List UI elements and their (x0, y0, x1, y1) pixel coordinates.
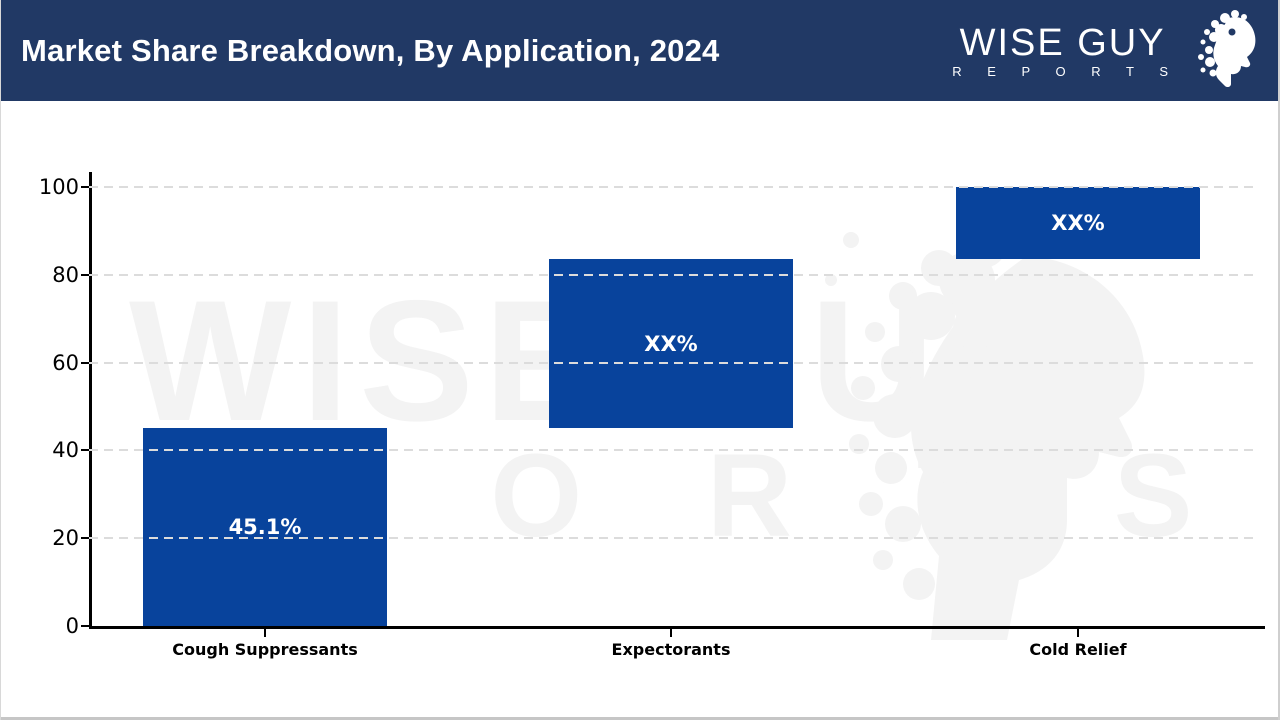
bar-value-label: XX% (1051, 211, 1105, 236)
x-category-label: Expectorants (611, 640, 731, 659)
logo-face-icon (1185, 9, 1259, 92)
y-tick-mark (81, 273, 89, 276)
y-tick-label: 0 (65, 614, 79, 638)
y-tick-label: 100 (38, 175, 79, 199)
bar-segment[interactable]: XX% (956, 187, 1200, 260)
x-tick-mark (1077, 629, 1079, 637)
y-tick-label: 60 (52, 350, 79, 375)
x-category-label: Cold Relief (1029, 640, 1127, 659)
y-tick-mark (81, 186, 89, 188)
page-title: Market Share Breakdown, By Application, … (21, 32, 720, 68)
bar-segment[interactable]: 45.1% (143, 428, 387, 626)
gridline (89, 361, 1256, 364)
y-tick-label: 40 (52, 438, 79, 463)
y-tick-mark (81, 537, 89, 540)
logo-wordmark: WISE GUY (959, 21, 1166, 64)
y-axis-line (89, 172, 92, 629)
y-tick-mark (81, 625, 89, 627)
x-axis-line (89, 626, 1265, 629)
x-tick-mark (670, 629, 672, 637)
bar-segment[interactable]: XX% (549, 259, 793, 428)
gridline (89, 537, 1256, 540)
bar-value-label: 45.1% (228, 514, 302, 539)
wise-guy-reports-logo: WISE GUY R E P O R T S (946, 9, 1259, 92)
y-tick-label: 80 (52, 262, 79, 287)
y-tick-mark (81, 361, 89, 364)
y-tick-mark (81, 449, 89, 452)
x-category-label: Cough Suppressants (172, 640, 358, 659)
y-tick-label: 20 (52, 526, 79, 551)
logo-text: WISE GUY R E P O R T S (946, 23, 1179, 79)
bottom-edge-line (1, 717, 1278, 720)
header-band: Market Share Breakdown, By Application, … (1, 0, 1278, 101)
logo-subtitle: R E P O R T S (952, 63, 1179, 79)
watermark-face-icon (791, 200, 1191, 644)
gridline (89, 186, 1256, 188)
gridline (89, 449, 1256, 452)
gridline (89, 273, 1256, 276)
bar-value-label: XX% (644, 331, 698, 356)
x-tick-mark (264, 629, 266, 637)
